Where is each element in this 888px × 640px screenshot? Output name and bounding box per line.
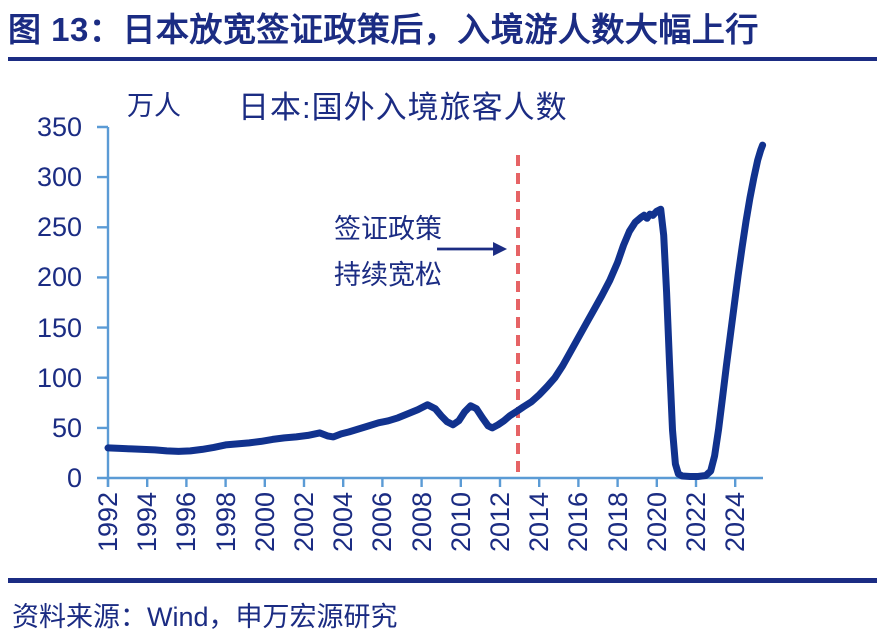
x-tick-label: 2004	[328, 491, 359, 553]
x-tick-label: 2000	[249, 491, 280, 553]
x-tick-label: 2010	[445, 491, 476, 553]
y-tick-label: 350	[36, 112, 82, 142]
y-tick-label: 150	[36, 312, 82, 343]
x-tick-label: 2012	[485, 491, 515, 553]
x-tick-label: 2002	[289, 491, 319, 553]
x-tick-label: 2006	[367, 491, 398, 553]
footer-rule	[8, 578, 877, 583]
data-series-line	[104, 141, 767, 480]
source-text: 资料来源：Wind，申万宏源研究	[12, 602, 398, 632]
y-axis-unit-label: 万人	[127, 91, 181, 121]
x-tick-label: 2018	[602, 491, 633, 553]
x-tick-label: 2016	[563, 491, 594, 553]
x-tick-label: 2022	[681, 491, 711, 553]
y-tick-label: 0	[66, 463, 82, 493]
y-tick-label: 50	[51, 412, 82, 443]
x-tick-label: 2020	[641, 491, 672, 553]
event-annotation-line2: 持续宽松	[334, 260, 442, 290]
y-tick-label: 200	[36, 262, 82, 293]
event-annotation-line1: 签证政策	[334, 214, 442, 244]
x-tick-label: 1992	[93, 491, 123, 553]
x-tick-label: 1996	[171, 491, 202, 553]
title-underline-rule	[8, 57, 877, 61]
y-tick-label: 300	[36, 162, 82, 193]
x-tick-label: 2024	[720, 491, 751, 553]
chart-title: 日本:国外入境旅客人数	[238, 90, 568, 125]
x-tick-label: 2008	[406, 491, 437, 553]
x-tick-label: 1998	[210, 491, 241, 553]
figure-title: 图 13：日本放宽签证政策后，入境游人数大幅上行	[8, 11, 759, 48]
x-tick-label: 2014	[524, 491, 555, 553]
x-tick-label: 1994	[132, 491, 163, 553]
y-tick-label: 100	[36, 362, 82, 393]
y-tick-label: 250	[36, 212, 82, 243]
axis-tick-marks	[97, 125, 737, 487]
annotation-arrow-icon	[437, 242, 508, 256]
event-annotation: 签证政策 持续宽松	[334, 206, 442, 298]
